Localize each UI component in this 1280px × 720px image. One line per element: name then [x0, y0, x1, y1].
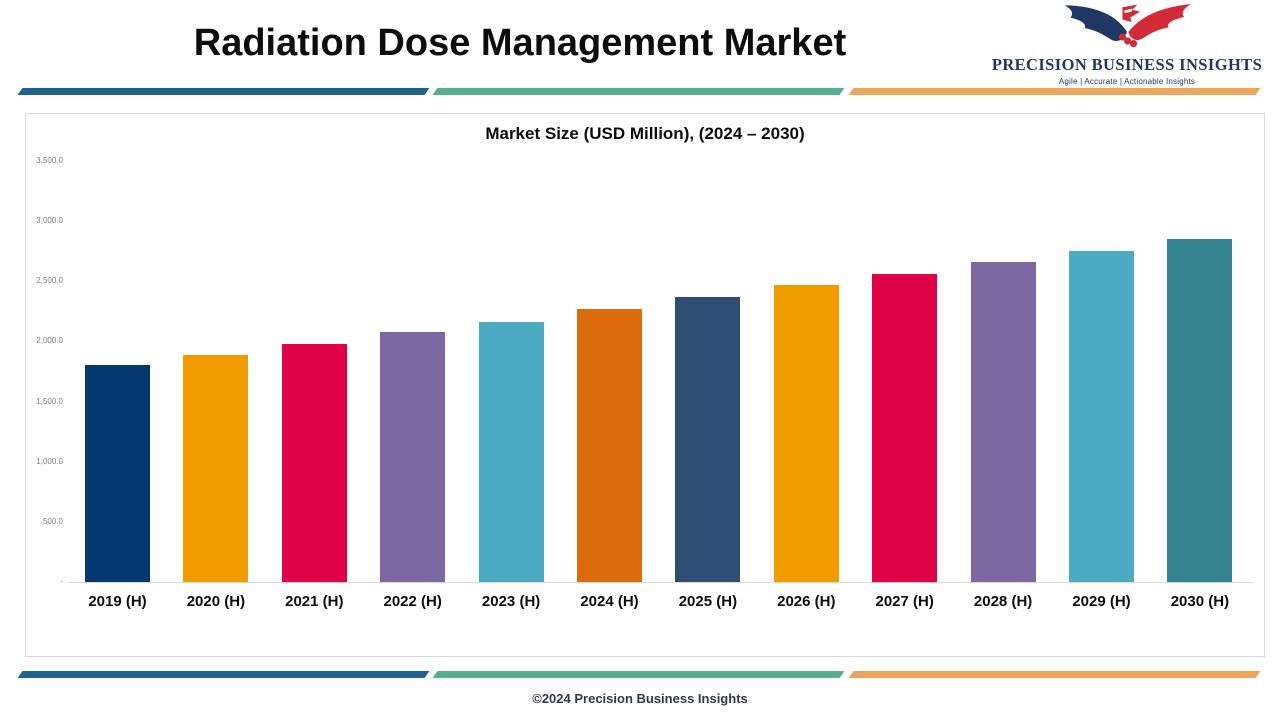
divider-segment-0	[17, 88, 430, 95]
bar-2030	[1167, 239, 1233, 582]
x-tick-label: 2029 (H)	[1072, 593, 1131, 610]
x-tick-label: 2025 (H)	[678, 593, 738, 610]
y-tick-label: 2,500.0	[36, 276, 63, 286]
x-tick-label: 2030 (H)	[1170, 593, 1230, 610]
y-tick-label: 3,500.0	[36, 155, 63, 165]
x-tick-label: 2027 (H)	[875, 593, 934, 610]
brand-name: PRECISION BUSINESS INSIGHTS	[991, 55, 1263, 74]
chart-title: Market Size (USD Million), (2024 – 2030)	[485, 124, 805, 143]
y-tick-label: 1,500.0	[36, 396, 63, 406]
page-title: Radiation Dose Management Market	[193, 22, 847, 64]
x-tick-label: 2026 (H)	[777, 593, 836, 610]
x-tick-label: 2019 (H)	[88, 593, 147, 610]
bar-2029	[1069, 251, 1134, 582]
divider-segment-2	[848, 671, 1261, 678]
x-tick-label: 2020 (H)	[186, 593, 246, 610]
bar-2021	[281, 343, 347, 582]
bar-2027	[872, 274, 938, 582]
y-tick-label: 500.0	[42, 516, 63, 526]
bar-2024	[577, 308, 642, 582]
divider-segment-1	[432, 671, 846, 678]
bar-2023	[478, 321, 544, 582]
divider-segment-1	[432, 88, 846, 95]
footer-copyright: ©2024 Precision Business Insights	[532, 691, 748, 706]
x-tick-label: 2022 (H)	[383, 593, 442, 610]
bar-2019	[85, 365, 150, 582]
bar-2020	[183, 354, 249, 582]
top-divider	[17, 88, 1261, 95]
eagle-logo-icon	[982, 2, 1272, 54]
divider-segment-0	[17, 671, 430, 678]
x-tick-label: 2021 (H)	[285, 593, 344, 610]
brand-logo: PRECISION BUSINESS INSIGHTS Agile | Accu…	[982, 2, 1272, 86]
chart-card: Market Size (USD Million), (2024 – 2030)…	[25, 113, 1265, 657]
bar-2025	[675, 296, 741, 582]
x-axis-line	[68, 582, 1254, 583]
y-tick-label: 2,000.0	[36, 336, 63, 346]
bar-2022	[380, 332, 446, 582]
y-tick-label: 3,000.0	[36, 216, 63, 226]
y-tick-label: 1,000.0	[36, 456, 63, 466]
y-tick-label: -	[60, 577, 63, 586]
x-tick-label: 2023 (H)	[481, 593, 541, 610]
x-tick-label: 2028 (H)	[973, 593, 1033, 610]
bar-2026	[773, 284, 839, 582]
divider-segment-2	[848, 88, 1261, 95]
x-tick-label: 2024 (H)	[580, 593, 639, 610]
bottom-divider	[17, 671, 1261, 678]
brand-tagline: Agile | Accurate | Actionable Insights	[1058, 77, 1196, 86]
bar-2028	[970, 262, 1036, 582]
